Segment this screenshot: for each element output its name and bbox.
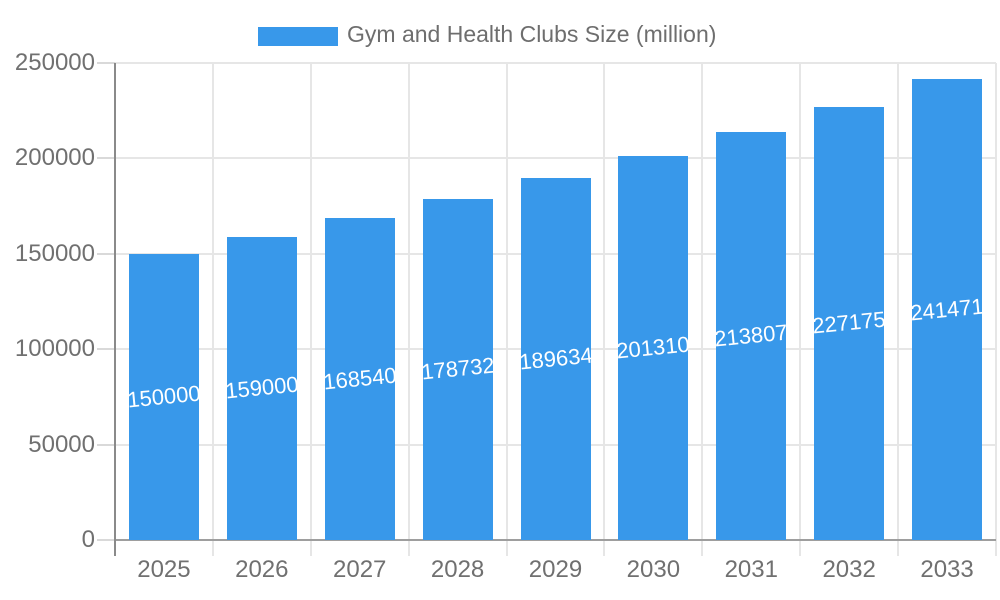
x-gridline: [407, 63, 410, 556]
y-gridline: [115, 157, 996, 160]
y-axis-tick-label: 200000: [14, 144, 95, 172]
y-axis-tick-label: 50000: [28, 430, 95, 458]
bar[interactable]: [324, 218, 395, 540]
x-axis-tick-label: 2030: [626, 556, 681, 583]
bar[interactable]: [716, 132, 787, 540]
legend-label: Gym and Health Clubs Size (million): [347, 21, 717, 47]
y-tick-mark: [97, 62, 115, 64]
x-gridline: [799, 63, 802, 556]
x-axis-tick-label: 2027: [333, 556, 387, 583]
y-gridline: [115, 62, 996, 64]
y-tick-mark: [97, 443, 115, 446]
x-gridline: [995, 63, 997, 556]
x-gridline: [701, 63, 704, 556]
y-tick-mark: [97, 348, 115, 351]
bar[interactable]: [912, 79, 983, 540]
x-gridline: [211, 63, 214, 556]
y-axis-tick-label: 100000: [14, 335, 95, 363]
y-tick-mark: [97, 539, 115, 541]
x-axis-tick-label: 2031: [724, 556, 778, 583]
x-axis-tick-label: 2029: [528, 556, 583, 583]
y-axis-line: [114, 63, 116, 556]
x-gridline: [505, 63, 508, 556]
bar[interactable]: [520, 178, 591, 540]
x-axis-tick-label: 2032: [822, 556, 876, 583]
bar[interactable]: [128, 253, 199, 540]
y-axis-tick-label: 150000: [14, 239, 95, 267]
x-axis-tick-label: 2025: [137, 556, 191, 583]
bar[interactable]: [226, 236, 297, 540]
x-axis-line: [114, 539, 996, 541]
x-gridline: [309, 63, 312, 556]
y-axis-tick-label: 250000: [14, 49, 95, 76]
x-axis-tick-label: 2028: [430, 556, 485, 583]
legend-swatch: [258, 27, 338, 46]
x-gridline: [897, 63, 900, 556]
bar-value-label: 241471: [909, 293, 985, 326]
y-axis-tick-label: 0: [81, 526, 95, 553]
x-axis-tick-label: 2033: [920, 556, 974, 583]
y-tick-mark: [97, 157, 115, 160]
bar[interactable]: [422, 198, 493, 540]
y-tick-mark: [97, 252, 115, 255]
bar[interactable]: [814, 106, 885, 540]
bar[interactable]: [618, 155, 689, 540]
x-axis-tick-label: 2026: [235, 556, 289, 583]
x-gridline: [603, 63, 606, 556]
